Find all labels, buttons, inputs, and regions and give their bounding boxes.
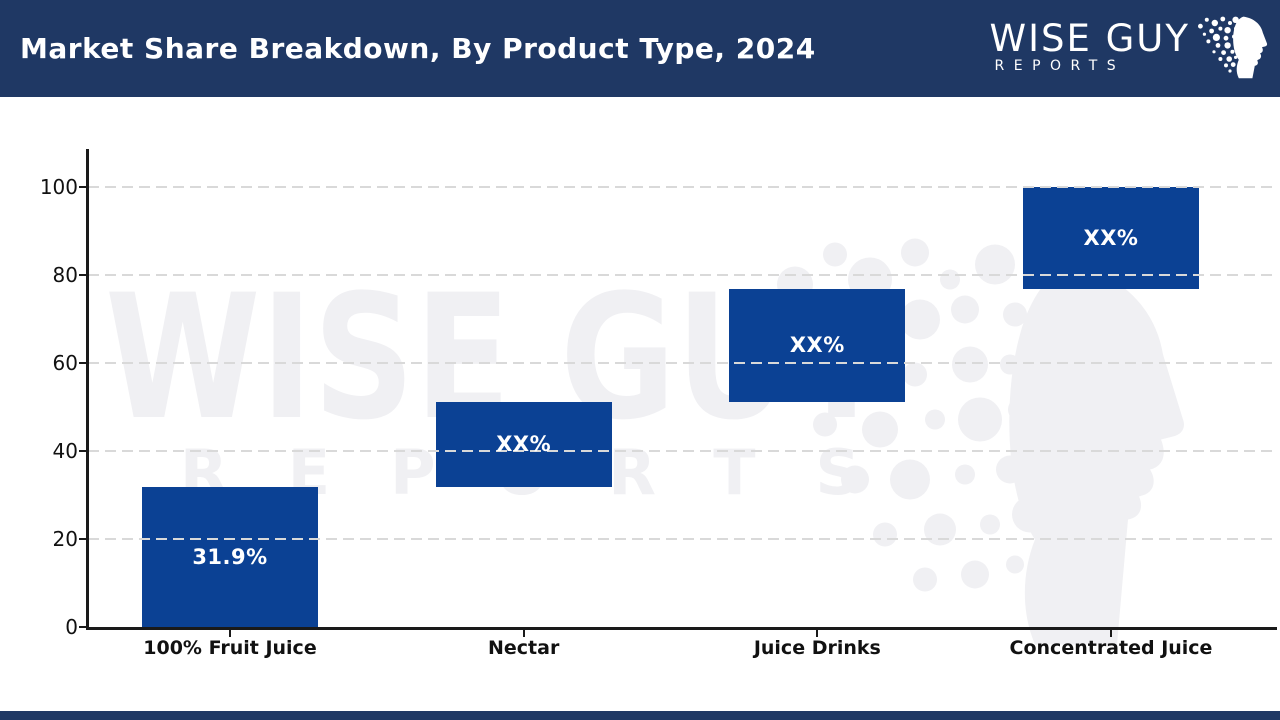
- logo-line1: WISE GUY: [989, 16, 1190, 60]
- gridline: [88, 362, 1277, 364]
- x-tick: [522, 630, 525, 637]
- bar-1: [142, 486, 318, 627]
- gridline: [88, 450, 1277, 452]
- footer-bar: [0, 711, 1280, 720]
- x-category-label: Concentrated Juice: [1009, 637, 1213, 659]
- gridline: [88, 538, 1277, 540]
- bar-2: [435, 402, 612, 487]
- x-tick: [229, 630, 231, 637]
- y-tick-label: 80: [52, 263, 78, 287]
- x-tick: [1110, 630, 1112, 637]
- x-axis: [86, 627, 1277, 630]
- logo-wordmark: WISE GUY REPORTS: [989, 16, 1190, 75]
- bar-4: [1023, 187, 1199, 289]
- header-bar: Market Share Breakdown, By Product Type,…: [0, 0, 1280, 97]
- x-category-label: Juice Drinks: [753, 637, 881, 659]
- y-tick: [79, 362, 86, 364]
- x-tick: [816, 630, 819, 637]
- bar-value-label: XX%: [789, 333, 845, 358]
- bar-3: [729, 288, 906, 403]
- wiseguy-head-icon: [1198, 16, 1268, 79]
- bar-value-label: 31.9%: [192, 544, 268, 569]
- wiseguy-logo: WISE GUY REPORTS: [990, 8, 1270, 86]
- y-tick: [79, 626, 86, 628]
- y-tick: [79, 274, 86, 276]
- bar-value-label: XX%: [496, 432, 552, 457]
- gridline: [88, 186, 1277, 188]
- x-category-label: Nectar: [487, 637, 560, 659]
- y-tick-label: 20: [52, 527, 78, 551]
- bar-value-label: XX%: [1083, 225, 1139, 250]
- y-tick-label: 60: [52, 351, 78, 375]
- y-tick: [79, 450, 86, 452]
- y-tick: [79, 538, 86, 540]
- x-category-label: 100% Fruit Juice: [143, 637, 317, 659]
- gridline: [88, 274, 1277, 276]
- page-title: Market Share Breakdown, By Product Type,…: [20, 32, 816, 65]
- y-tick-label: 100: [39, 175, 78, 199]
- logo-line2: REPORTS: [994, 58, 1126, 75]
- y-axis: [86, 149, 89, 630]
- y-tick: [79, 186, 86, 188]
- y-tick-label: 40: [52, 439, 78, 463]
- y-tick-label: 0: [65, 615, 78, 639]
